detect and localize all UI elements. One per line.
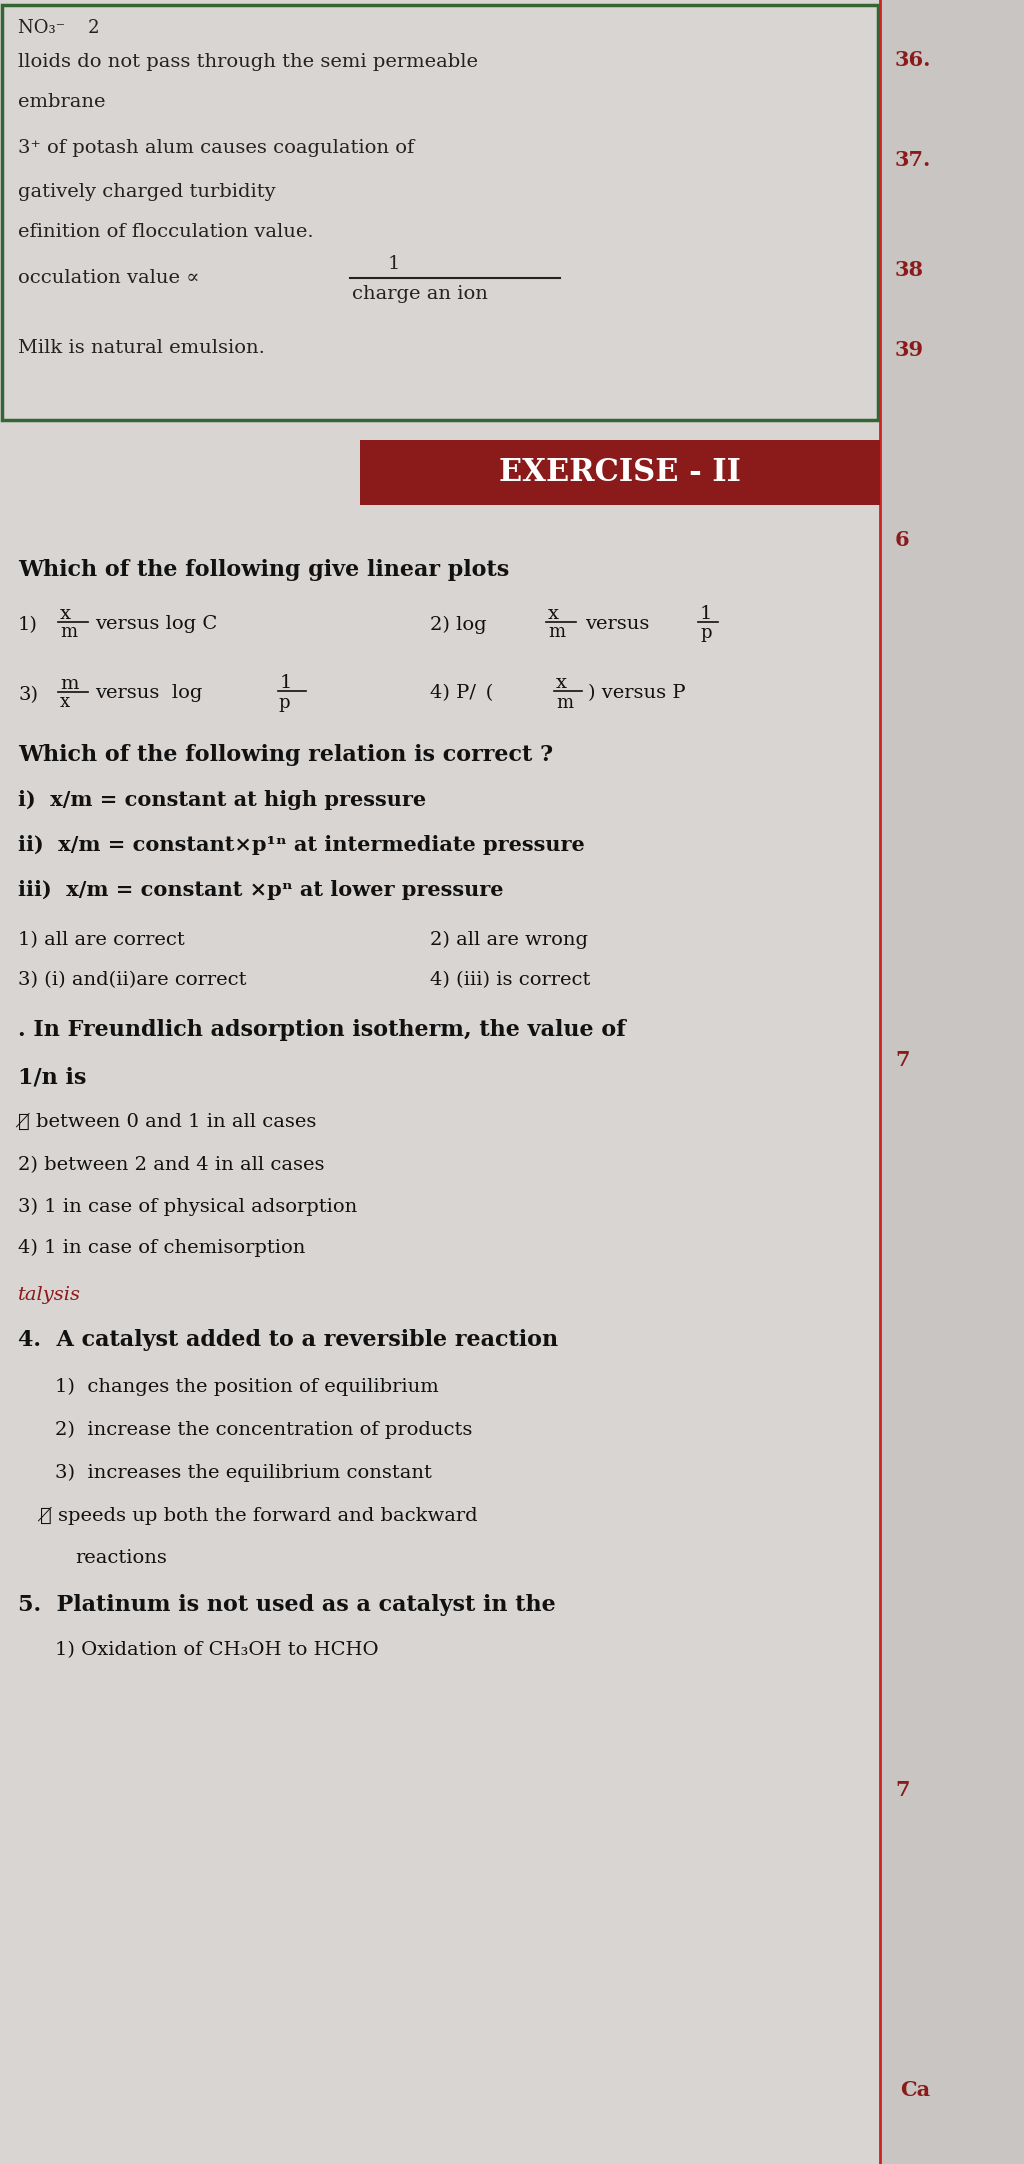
Bar bbox=[0, 0, 880, 2164]
Text: efinition of flocculation value.: efinition of flocculation value. bbox=[18, 223, 313, 240]
Text: m: m bbox=[556, 695, 573, 712]
Text: gatively charged turbidity: gatively charged turbidity bbox=[18, 184, 275, 201]
Text: iii)  x/m = constant ×pⁿ at lower pressure: iii) x/m = constant ×pⁿ at lower pressur… bbox=[18, 881, 504, 900]
Text: 1: 1 bbox=[388, 255, 400, 273]
Text: 3) 1 in case of physical adsorption: 3) 1 in case of physical adsorption bbox=[18, 1199, 357, 1216]
Text: embrane: embrane bbox=[18, 93, 105, 110]
FancyBboxPatch shape bbox=[2, 4, 878, 420]
Text: 36.: 36. bbox=[895, 50, 932, 69]
Text: Which of the following relation is correct ?: Which of the following relation is corre… bbox=[18, 744, 553, 766]
Text: ✓̸ between 0 and 1 in all cases: ✓̸ between 0 and 1 in all cases bbox=[18, 1112, 316, 1132]
Text: 3): 3) bbox=[18, 686, 38, 703]
Text: 3)  increases the equilibrium constant: 3) increases the equilibrium constant bbox=[55, 1463, 432, 1482]
Text: 2) all are wrong: 2) all are wrong bbox=[430, 931, 588, 950]
Text: Which of the following give linear plots: Which of the following give linear plots bbox=[18, 558, 509, 580]
Bar bbox=[880, 0, 1024, 2164]
Text: 1: 1 bbox=[700, 606, 713, 623]
Text: ) versus P: ) versus P bbox=[588, 684, 686, 701]
Bar bbox=[360, 439, 880, 504]
Text: versus log C: versus log C bbox=[95, 615, 217, 634]
Text: 2) log: 2) log bbox=[430, 617, 486, 634]
Text: 4) (iii) is correct: 4) (iii) is correct bbox=[430, 972, 591, 989]
Text: m: m bbox=[60, 623, 77, 641]
Text: ii)  x/m = constant×p¹ⁿ at intermediate pressure: ii) x/m = constant×p¹ⁿ at intermediate p… bbox=[18, 835, 585, 855]
Text: EXERCISE - II: EXERCISE - II bbox=[499, 457, 741, 489]
Text: 4.  A catalyst added to a reversible reaction: 4. A catalyst added to a reversible reac… bbox=[18, 1329, 558, 1350]
Text: 4) P/ (: 4) P/ ( bbox=[430, 684, 494, 701]
Text: x: x bbox=[556, 673, 567, 692]
Text: i)  x/m = constant at high pressure: i) x/m = constant at high pressure bbox=[18, 790, 426, 809]
Text: 2)  increase the concentration of products: 2) increase the concentration of product… bbox=[55, 1422, 472, 1439]
Text: m: m bbox=[548, 623, 565, 641]
Text: occulation value ∝: occulation value ∝ bbox=[18, 268, 200, 288]
Text: NO₃⁻    2: NO₃⁻ 2 bbox=[18, 19, 99, 37]
Text: 3⁺ of potash alum causes coagulation of: 3⁺ of potash alum causes coagulation of bbox=[18, 138, 415, 158]
Text: 39: 39 bbox=[895, 340, 924, 359]
Text: 1: 1 bbox=[280, 673, 293, 692]
Text: 1/n is: 1/n is bbox=[18, 1067, 86, 1088]
Text: versus  log: versus log bbox=[95, 684, 203, 701]
Text: 1) all are correct: 1) all are correct bbox=[18, 931, 184, 950]
Text: Ca: Ca bbox=[900, 2080, 930, 2099]
Text: x: x bbox=[548, 606, 559, 623]
Text: m: m bbox=[60, 675, 79, 692]
Text: 1): 1) bbox=[18, 617, 38, 634]
Text: ✓̸ speeds up both the forward and backward: ✓̸ speeds up both the forward and backwa… bbox=[40, 1506, 477, 1526]
Text: x: x bbox=[60, 692, 70, 712]
Text: reactions: reactions bbox=[75, 1549, 167, 1567]
Text: . In Freundlich adsorption isotherm, the value of: . In Freundlich adsorption isotherm, the… bbox=[18, 1019, 626, 1041]
Text: talysis: talysis bbox=[18, 1285, 81, 1305]
Text: 1) Oxidation of CH₃OH to HCHO: 1) Oxidation of CH₃OH to HCHO bbox=[55, 1640, 379, 1660]
Text: 5.  Platinum is not used as a catalyst in the: 5. Platinum is not used as a catalyst in… bbox=[18, 1595, 556, 1617]
Text: 4) 1 in case of chemisorption: 4) 1 in case of chemisorption bbox=[18, 1238, 305, 1257]
Text: 7: 7 bbox=[895, 1050, 909, 1069]
Text: 37.: 37. bbox=[895, 149, 932, 171]
Text: x: x bbox=[60, 606, 71, 623]
Text: p: p bbox=[278, 695, 290, 712]
Text: lloids do not pass through the semi permeable: lloids do not pass through the semi perm… bbox=[18, 52, 478, 71]
Text: versus: versus bbox=[585, 615, 649, 634]
Text: p: p bbox=[700, 623, 712, 643]
Text: 1)  changes the position of equilibrium: 1) changes the position of equilibrium bbox=[55, 1378, 438, 1396]
Text: charge an ion: charge an ion bbox=[352, 286, 487, 303]
Text: Milk is natural emulsion.: Milk is natural emulsion. bbox=[18, 340, 265, 357]
Text: 6: 6 bbox=[895, 530, 909, 550]
Text: 2) between 2 and 4 in all cases: 2) between 2 and 4 in all cases bbox=[18, 1156, 325, 1175]
Text: 3) (i) and(ii)are correct: 3) (i) and(ii)are correct bbox=[18, 972, 247, 989]
Text: 38: 38 bbox=[895, 260, 924, 279]
Text: 7: 7 bbox=[895, 1781, 909, 1800]
